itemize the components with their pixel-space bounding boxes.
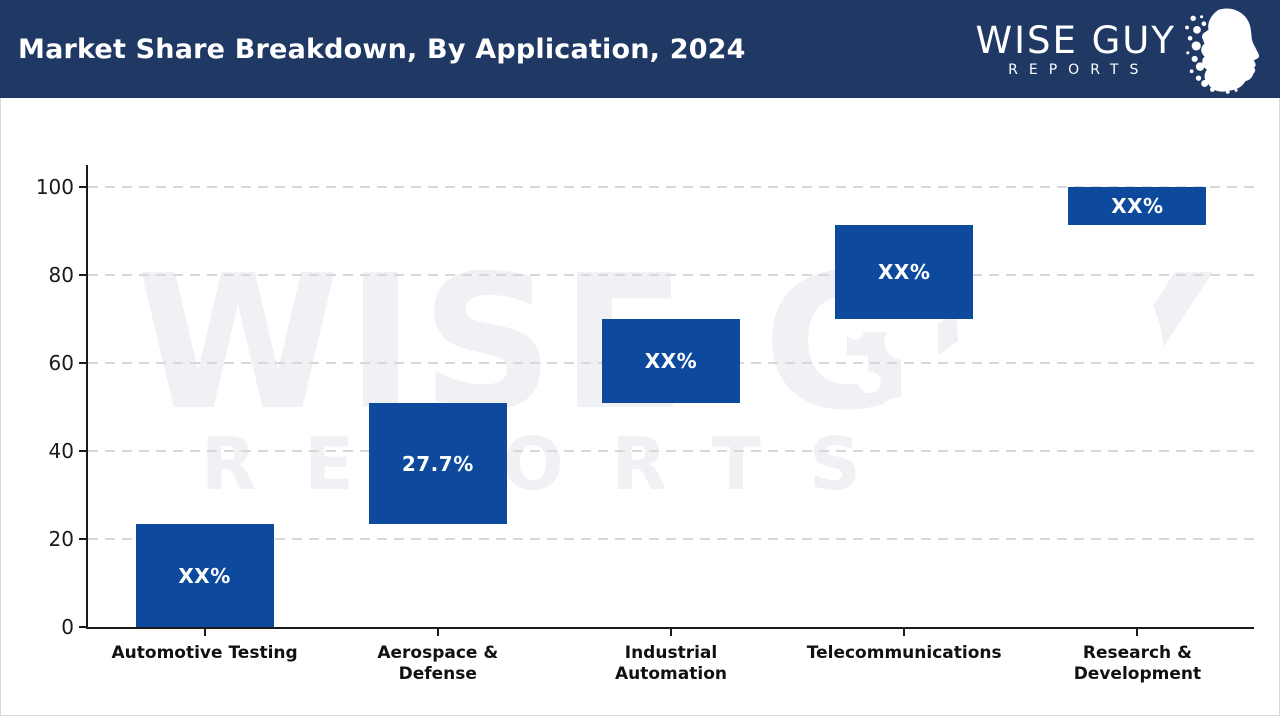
- y-axis-tick: [79, 450, 87, 452]
- y-gridline: [88, 186, 1254, 188]
- bar-research-development: XX%: [1068, 187, 1207, 226]
- y-axis-tick-label: 40: [48, 439, 74, 463]
- x-axis-category-label: Industrial Automation: [614, 643, 727, 685]
- y-axis-tick-label: 100: [35, 175, 74, 199]
- x-axis-tick: [203, 629, 206, 636]
- bar-aerospace-defense: 27.7%: [368, 402, 507, 525]
- chart-card: WISE GUY REPORTS 020406080100XX%Automoti…: [0, 98, 1280, 716]
- wise-guy-logo: WISE GUY REPORTS: [976, 3, 1280, 95]
- x-axis-category-label: Aerospace & Defense: [377, 643, 499, 685]
- y-axis-tick-label: 60: [48, 351, 74, 375]
- x-axis-line: [86, 627, 1254, 629]
- bar-value-label: XX%: [1111, 194, 1164, 219]
- x-axis-tick: [436, 629, 439, 636]
- logo-name: WISE GUY: [975, 18, 1176, 62]
- bar-value-label: XX%: [877, 260, 931, 285]
- bar-value-label: 27.7%: [401, 451, 474, 476]
- logo-text: WISE GUY REPORTS: [976, 22, 1176, 77]
- x-axis-category-label: Research & Development: [1073, 643, 1202, 685]
- y-axis-tick: [79, 626, 87, 628]
- y-axis-tick: [79, 362, 87, 364]
- x-axis-tick: [1136, 629, 1139, 636]
- wise-guy-face-icon: [1185, 8, 1260, 94]
- y-axis-tick-label: 80: [48, 263, 74, 287]
- x-axis-tick: [670, 629, 672, 636]
- x-axis-tick: [903, 629, 906, 636]
- bar-automotive-testing: XX%: [135, 524, 274, 627]
- y-axis-tick: [79, 274, 87, 276]
- y-axis-tick-label: 20: [48, 527, 74, 551]
- page-title: Market Share Breakdown, By Application, …: [18, 33, 746, 65]
- bar-value-label: XX%: [644, 348, 698, 373]
- y-axis-tick: [79, 186, 87, 188]
- y-axis-tick-label: 0: [61, 615, 74, 639]
- y-gridline: [88, 450, 1254, 452]
- x-axis-category-label: Telecommunications: [806, 643, 1002, 663]
- y-axis-tick: [79, 538, 87, 540]
- watermark-subtext: REPORTS: [201, 422, 909, 506]
- header: Market Share Breakdown, By Application, …: [0, 0, 1280, 98]
- x-axis-category-label: Automotive Testing: [111, 643, 298, 663]
- bar-telecommunications: XX%: [835, 225, 974, 319]
- y-gridline: [88, 538, 1254, 540]
- bar-industrial-automation: XX%: [602, 319, 740, 403]
- y-gridline: [88, 274, 1254, 276]
- y-axis-line: [86, 165, 88, 629]
- logo-subname: REPORTS: [1008, 61, 1150, 78]
- bar-value-label: XX%: [178, 563, 231, 588]
